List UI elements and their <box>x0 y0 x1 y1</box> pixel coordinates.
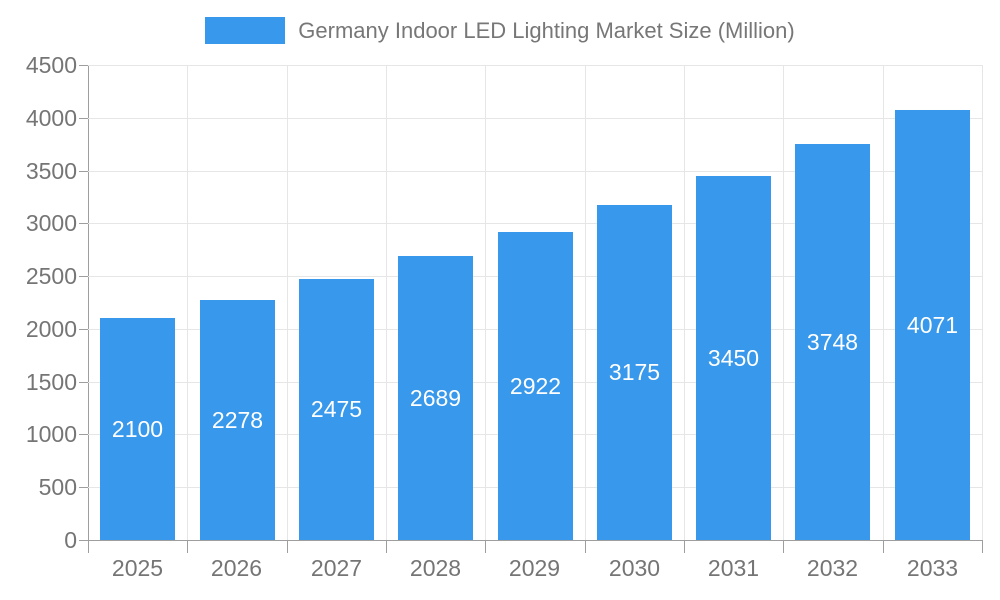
y-axis-tick-label: 4500 <box>25 52 77 78</box>
y-axis-tick-label: 0 <box>64 527 77 553</box>
y-axis-tick-label: 4000 <box>25 105 77 131</box>
x-axis-tick-label: 2026 <box>210 555 263 581</box>
x-axis-tick-label: 2031 <box>707 555 760 581</box>
bar-value-label: 2922 <box>509 372 562 399</box>
h-gridline <box>88 65 982 66</box>
y-axis-line <box>88 65 89 541</box>
x-axis-tick <box>684 540 685 553</box>
y-axis-tick <box>79 329 88 330</box>
y-axis-tick-label: 1500 <box>25 369 77 395</box>
bar-2028: 2689 <box>398 256 473 540</box>
v-gridline <box>585 65 586 540</box>
x-axis-tick <box>982 540 983 553</box>
bar-value-label: 2278 <box>211 406 264 433</box>
bar-value-label: 2475 <box>310 396 363 422</box>
x-axis-tick-label: 2033 <box>906 555 959 581</box>
bar-2033: 4071 <box>895 110 970 540</box>
x-axis-tick-label: 2027 <box>310 555 363 581</box>
x-axis-tick <box>585 540 586 553</box>
plot-area: 2100 2278 2475 2689 2922 3175 3450 3748 4071 <box>88 65 983 540</box>
v-gridline <box>386 65 387 540</box>
bar-2030: 3175 <box>597 205 672 540</box>
chart-title: Germany Indoor LED Lighting Market Size … <box>298 17 795 43</box>
v-gridline <box>883 65 884 540</box>
bar-value-label: 3175 <box>608 359 661 385</box>
v-gridline <box>982 65 983 540</box>
v-gridline <box>783 65 784 540</box>
y-axis-tick <box>79 223 88 224</box>
y-axis-tick-label: 1000 <box>25 421 77 447</box>
x-axis-tick-label: 2029 <box>508 555 561 581</box>
v-gridline <box>684 65 685 540</box>
y-axis-tick <box>79 434 88 435</box>
y-axis-tick-label: 2500 <box>25 263 77 289</box>
x-axis-tick-label: 2025 <box>111 555 164 581</box>
x-axis-tick <box>783 540 784 553</box>
x-axis-tick <box>287 540 288 553</box>
y-axis-tick-label: 2000 <box>25 316 77 342</box>
x-axis-tick <box>386 540 387 553</box>
x-axis-line <box>88 540 983 541</box>
bar-value-label: 3748 <box>806 328 859 355</box>
v-gridline <box>485 65 486 540</box>
h-gridline <box>88 170 982 172</box>
x-axis-tick <box>88 540 89 553</box>
y-axis-tick <box>79 382 88 383</box>
v-gridline <box>187 65 188 540</box>
legend-swatch-icon <box>205 16 286 44</box>
x-axis-tick-label: 2028 <box>409 555 462 581</box>
v-gridline <box>287 65 288 540</box>
bar-value-label: 2100 <box>111 415 164 442</box>
y-axis-tick <box>79 487 88 488</box>
y-axis-tick <box>79 65 88 66</box>
y-axis-tick <box>79 171 88 172</box>
y-axis-tick-label: 3000 <box>25 210 77 236</box>
bar-2029: 2922 <box>498 232 573 540</box>
x-axis-tick-label: 2030 <box>608 555 661 581</box>
bar-2026: 2278 <box>200 300 275 540</box>
bar-2032: 3748 <box>795 144 870 540</box>
x-axis-tick-label: 2032 <box>806 555 859 581</box>
x-axis-tick <box>187 540 188 553</box>
x-axis-tick <box>883 540 884 553</box>
bar-value-label: 4071 <box>906 311 959 338</box>
bar-value-label: 3450 <box>707 344 760 371</box>
y-axis-tick-label: 500 <box>38 474 77 500</box>
x-axis-tick <box>485 540 486 553</box>
bar-2027: 2475 <box>299 279 374 540</box>
legend[interactable]: Germany Indoor LED Lighting Market Size … <box>0 15 1000 45</box>
h-gridline <box>88 223 982 225</box>
y-axis-tick <box>79 276 88 277</box>
y-axis-tick-label: 3500 <box>25 158 77 184</box>
bar-2025: 2100 <box>100 318 175 540</box>
bar-2031: 3450 <box>696 176 771 540</box>
bar-value-label: 2689 <box>409 384 462 411</box>
y-axis-tick <box>79 118 88 119</box>
y-axis-tick <box>79 540 88 541</box>
h-gridline <box>88 117 982 119</box>
